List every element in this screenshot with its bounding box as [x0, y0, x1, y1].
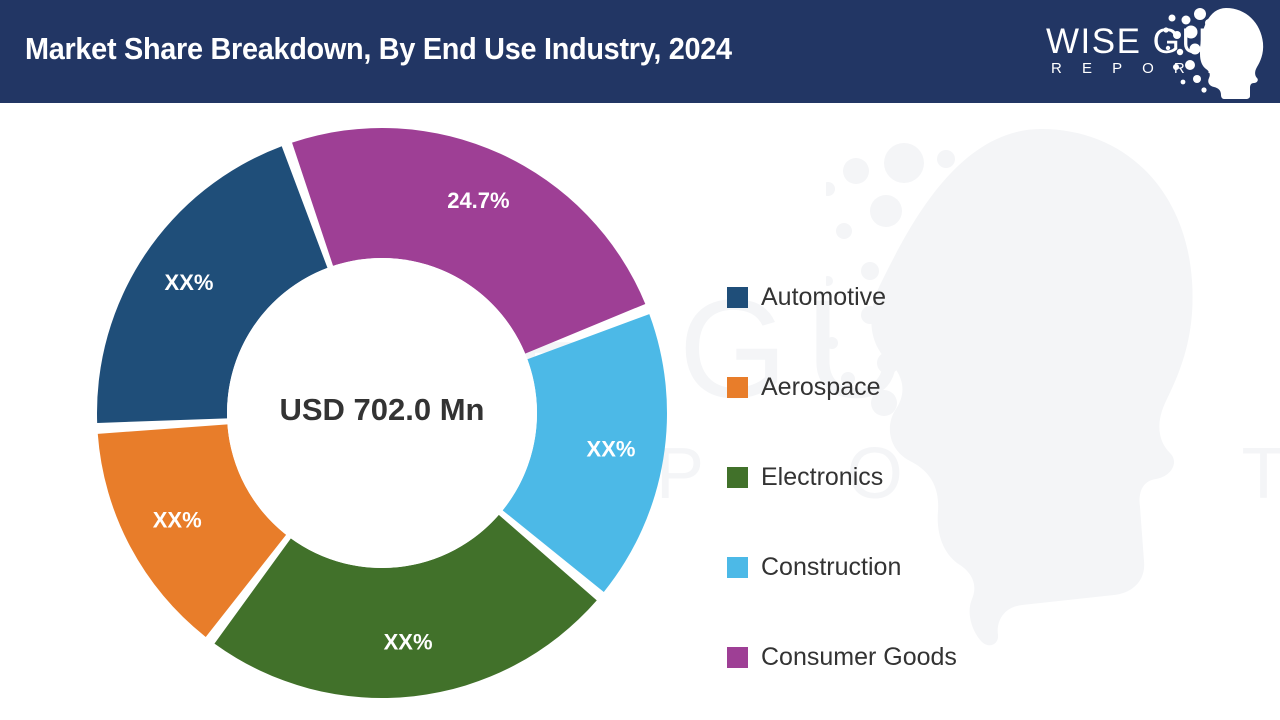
legend-swatch-icon [727, 376, 748, 398]
donut-chart: 24.7% XX% XX% XX% XX% USD 702.0 Mn [96, 127, 668, 699]
legend-label: Consumer Goods [761, 642, 957, 671]
legend-item-construction[interactable]: Construction [727, 522, 1147, 612]
chart-canvas: WISE GUY R E P O R T S [0, 103, 1280, 720]
legend-label: Automotive [761, 282, 887, 311]
legend-label: Construction [761, 552, 902, 581]
legend-swatch-icon [727, 556, 748, 578]
page-title: Market Share Breakdown, By End Use Indus… [25, 31, 732, 66]
legend-swatch-icon [727, 646, 748, 668]
slice-label-electronics: XX% [384, 629, 433, 654]
donut-slices [96, 127, 668, 699]
legend-item-consumer-goods[interactable]: Consumer Goods [727, 612, 1147, 702]
legend-label: Aerospace [761, 372, 881, 401]
legend-label: Electronics [761, 462, 884, 491]
legend-item-electronics[interactable]: Electronics [727, 432, 1147, 522]
legend-swatch-icon [727, 466, 748, 488]
slice-automotive[interactable] [96, 146, 328, 423]
slice-electronics[interactable] [214, 514, 597, 699]
slice-label-automotive: XX% [165, 270, 214, 295]
legend-item-aerospace[interactable]: Aerospace [727, 342, 1147, 432]
slice-construction[interactable] [502, 314, 668, 592]
slice-label-aerospace: XX% [153, 508, 202, 533]
head-profile-dots-icon [1164, 8, 1264, 99]
logo-wordmark-secondary: R E P O R T S [1051, 60, 1252, 77]
legend-swatch-icon [727, 286, 748, 308]
donut-center-value: USD 702.0 Mn [279, 392, 484, 427]
donut-hub [227, 258, 537, 568]
slice-label-consumer-goods: 24.7% [447, 188, 509, 213]
slice-aerospace[interactable] [97, 424, 287, 637]
legend-item-automotive[interactable]: Automotive [727, 252, 1147, 342]
chart-legend: Automotive Aerospace Electronics Constru… [727, 252, 1147, 702]
slice-consumer-goods[interactable] [292, 127, 646, 354]
page-header: Market Share Breakdown, By End Use Indus… [0, 0, 1280, 103]
brand-logo: WISE GUY R E P O R T S [1042, 4, 1274, 100]
slice-label-construction: XX% [587, 436, 636, 461]
